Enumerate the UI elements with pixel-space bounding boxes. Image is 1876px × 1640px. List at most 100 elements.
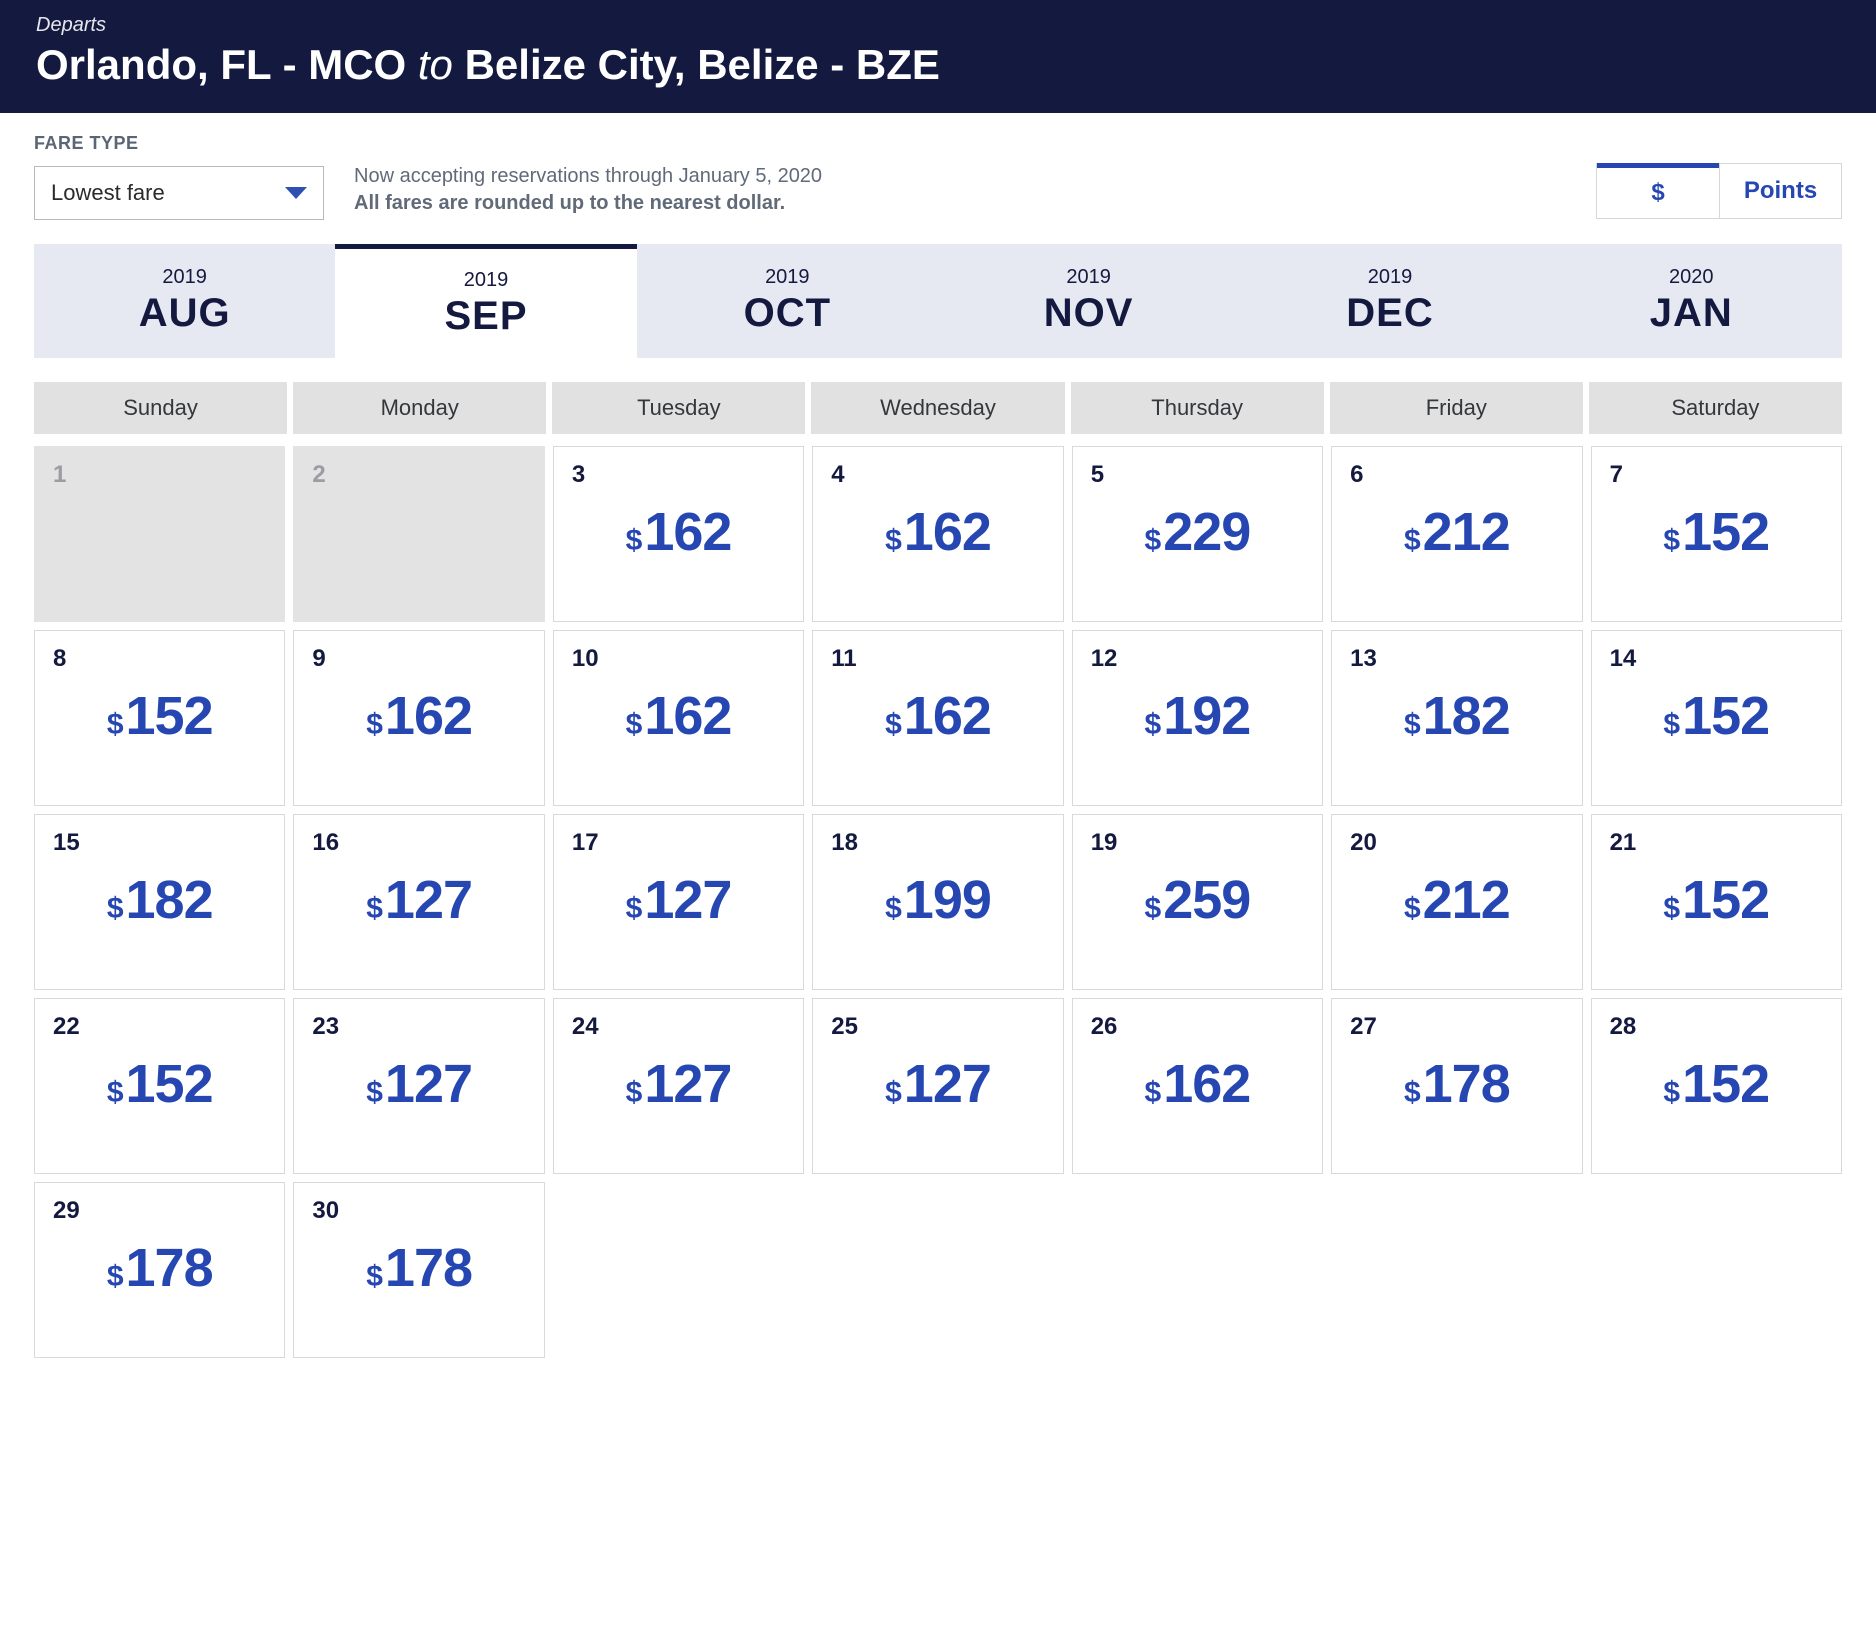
day-number: 12 xyxy=(1091,645,1304,673)
price-value: 162 xyxy=(904,501,991,563)
day-price: $162 xyxy=(831,685,1044,747)
day-cell: 2 xyxy=(293,446,544,622)
day-price: $152 xyxy=(53,1053,266,1115)
day-number: 21 xyxy=(1610,829,1823,857)
day-number: 18 xyxy=(831,829,1044,857)
toggle-dollar[interactable]: $ xyxy=(1597,163,1719,217)
day-cell[interactable]: 29$178 xyxy=(34,1182,285,1358)
day-cell[interactable]: 24$127 xyxy=(553,998,804,1174)
day-cell[interactable]: 12 $192 xyxy=(1072,630,1323,806)
day-cell[interactable]: 3$162 xyxy=(553,446,804,622)
day-cell[interactable]: 8$152 xyxy=(34,630,285,806)
dollar-sign: $ xyxy=(366,1076,383,1110)
day-cell[interactable]: 22 $152 xyxy=(34,998,285,1174)
dollar-sign: $ xyxy=(107,892,124,926)
day-price: $152 xyxy=(1610,685,1823,747)
day-cell[interactable]: 18$199 xyxy=(812,814,1063,990)
day-cell[interactable]: 10$162 xyxy=(553,630,804,806)
day-cell[interactable]: 15$182 xyxy=(34,814,285,990)
day-number: 3 xyxy=(572,461,785,489)
dollar-sign: $ xyxy=(1404,708,1421,742)
price-value: 152 xyxy=(1682,685,1769,747)
day-number: 6 xyxy=(1350,461,1563,489)
fare-type-select[interactable]: Lowest fare xyxy=(34,166,324,220)
weekday-header: Saturday xyxy=(1589,382,1842,434)
weekday-header: Monday xyxy=(293,382,546,434)
day-cell[interactable]: 28$152 xyxy=(1591,998,1842,1174)
month-name: OCT xyxy=(744,291,831,336)
day-number: 28 xyxy=(1610,1013,1823,1041)
month-tab-nov[interactable]: 2019NOV xyxy=(938,244,1239,358)
dollar-sign: $ xyxy=(1145,708,1162,742)
day-cell[interactable]: 30$178 xyxy=(293,1182,544,1358)
day-cell[interactable]: 14 $152 xyxy=(1591,630,1842,806)
day-cell[interactable]: 7$152 xyxy=(1591,446,1842,622)
day-cell[interactable]: 4 $162 xyxy=(812,446,1063,622)
dollar-sign: $ xyxy=(885,1076,902,1110)
month-tab-jan[interactable]: 2020JAN xyxy=(1541,244,1842,358)
price-value: 162 xyxy=(385,685,472,747)
fare-calendar: 123$1624$1625$2296$2127$1528$1529$16210$… xyxy=(34,446,1842,1358)
month-name: NOV xyxy=(1044,291,1134,336)
weekday-header: Thursday xyxy=(1071,382,1324,434)
weekday-row: SundayMondayTuesdayWednesdayThursdayFrid… xyxy=(34,382,1842,434)
day-price: $162 xyxy=(831,501,1044,563)
dollar-sign: $ xyxy=(107,1076,124,1110)
day-cell[interactable]: 5$229 xyxy=(1072,446,1323,622)
dollar-sign: $ xyxy=(885,524,902,558)
day-cell[interactable]: 26$162 xyxy=(1072,998,1323,1174)
month-year: 2019 xyxy=(162,266,207,289)
price-value: 212 xyxy=(1423,869,1510,931)
month-tab-dec[interactable]: 2019DEC xyxy=(1239,244,1540,358)
month-tab-sep[interactable]: 2019SEP xyxy=(335,244,636,358)
dollar-sign: $ xyxy=(366,892,383,926)
dollar-sign: $ xyxy=(1145,1076,1162,1110)
fare-type-label: FARE TYPE xyxy=(34,133,324,154)
day-cell[interactable]: 16$127 xyxy=(293,814,544,990)
month-tab-oct[interactable]: 2019OCT xyxy=(637,244,938,358)
price-value: 182 xyxy=(126,869,213,931)
day-price: $178 xyxy=(53,1237,266,1299)
dollar-sign: $ xyxy=(885,892,902,926)
day-number: 14 xyxy=(1610,645,1823,673)
day-cell[interactable]: 25$127 xyxy=(812,998,1063,1174)
day-cell[interactable]: 23$127 xyxy=(293,998,544,1174)
dollar-sign: $ xyxy=(885,708,902,742)
day-number: 4 xyxy=(831,461,1044,489)
price-value: 162 xyxy=(644,685,731,747)
day-number: 26 xyxy=(1091,1013,1304,1041)
destination-text: Belize City, Belize - BZE xyxy=(465,41,940,88)
day-cell[interactable]: 11$162 xyxy=(812,630,1063,806)
month-year: 2019 xyxy=(1368,266,1413,289)
day-cell[interactable]: 19$259 xyxy=(1072,814,1323,990)
month-year: 2020 xyxy=(1669,266,1714,289)
day-price: $127 xyxy=(312,1053,525,1115)
dollar-sign: $ xyxy=(1663,524,1680,558)
dollar-sign: $ xyxy=(1663,892,1680,926)
price-value: 182 xyxy=(1423,685,1510,747)
day-cell[interactable]: 17$127 xyxy=(553,814,804,990)
day-cell[interactable]: 20$212 xyxy=(1331,814,1582,990)
day-cell[interactable]: 21$152 xyxy=(1591,814,1842,990)
price-value: 178 xyxy=(385,1237,472,1299)
day-cell[interactable]: 9$162 xyxy=(293,630,544,806)
day-cell: 1 xyxy=(34,446,285,622)
month-tab-aug[interactable]: 2019AUG xyxy=(34,244,335,358)
day-price: $192 xyxy=(1091,685,1304,747)
day-cell[interactable]: 6$212 xyxy=(1331,446,1582,622)
day-cell[interactable]: 13 $182 xyxy=(1331,630,1582,806)
month-name: AUG xyxy=(139,291,231,336)
day-cell[interactable]: 27$178 xyxy=(1331,998,1582,1174)
day-number: 20 xyxy=(1350,829,1563,857)
route-text: Orlando, FL - MCO to Belize City, Belize… xyxy=(36,41,1840,89)
day-number: 7 xyxy=(1610,461,1823,489)
notes-line1: Now accepting reservations through Janua… xyxy=(354,163,822,190)
day-number: 22 xyxy=(53,1013,266,1041)
day-price: $178 xyxy=(312,1237,525,1299)
day-number: 24 xyxy=(572,1013,785,1041)
price-value: 178 xyxy=(126,1237,213,1299)
dollar-sign: $ xyxy=(107,708,124,742)
departs-label: Departs xyxy=(36,14,1840,37)
day-number: 13 xyxy=(1350,645,1563,673)
toggle-points[interactable]: Points xyxy=(1719,164,1841,218)
